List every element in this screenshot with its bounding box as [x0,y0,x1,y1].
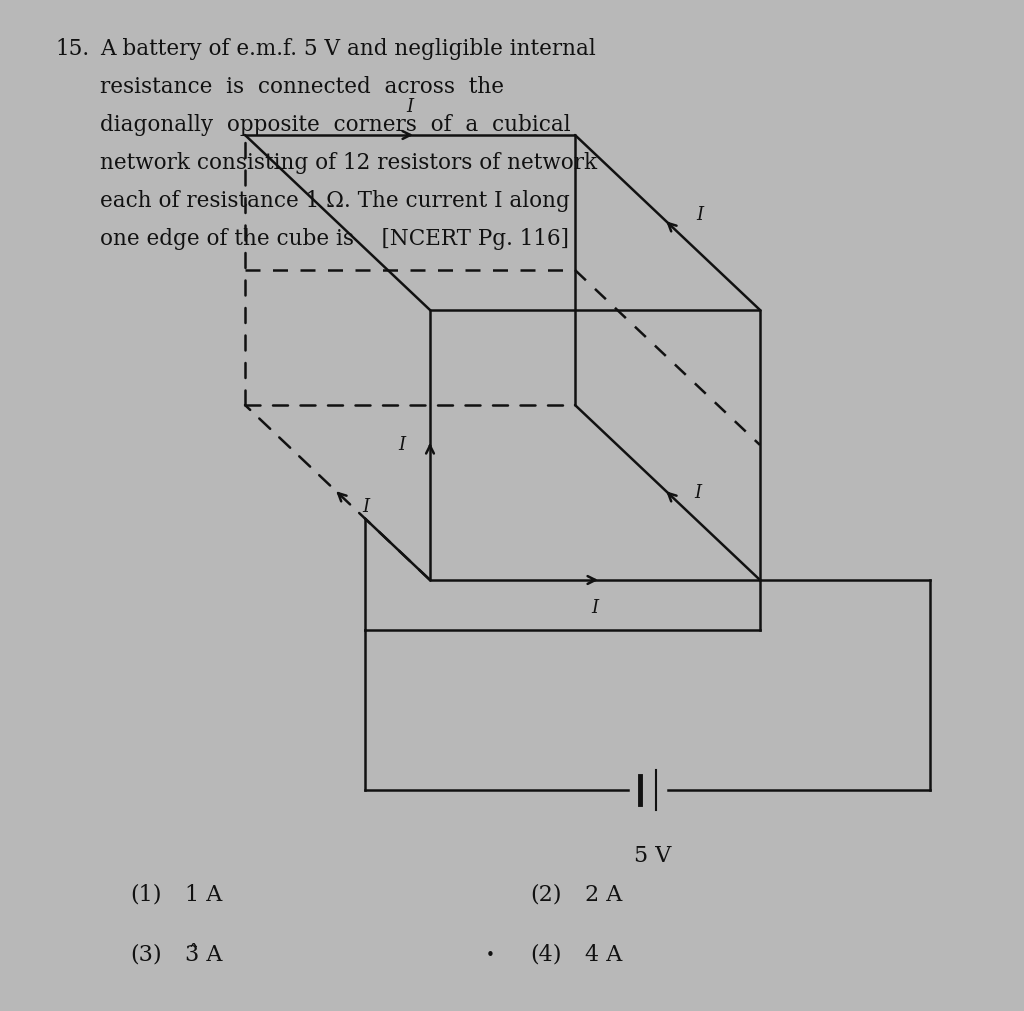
Text: 3̂ A: 3̂ A [185,944,222,966]
Text: network consisting of 12 resistors of network: network consisting of 12 resistors of ne… [100,152,597,174]
Text: 4 A: 4 A [585,944,623,966]
Text: 2 A: 2 A [585,884,623,906]
Text: I: I [361,498,369,517]
Text: I: I [696,205,703,223]
Text: 15.: 15. [55,38,89,60]
Text: I: I [407,98,414,116]
Text: I: I [592,599,599,617]
Text: (1): (1) [130,884,162,906]
Text: 5 V: 5 V [634,845,672,867]
Text: A battery of e.m.f. 5 V and negligible internal: A battery of e.m.f. 5 V and negligible i… [100,38,596,60]
Text: one edge of the cube is    [NCERT Pg. 116]: one edge of the cube is [NCERT Pg. 116] [100,228,569,250]
Text: diagonally  opposite  corners  of  a  cubical: diagonally opposite corners of a cubical [100,114,570,136]
Text: •: • [485,947,495,962]
Text: 1 A: 1 A [185,884,222,906]
Text: I: I [694,483,701,501]
Text: resistance  is  connected  across  the: resistance is connected across the [100,76,504,98]
Text: each of resistance 1 Ω. The current I along: each of resistance 1 Ω. The current I al… [100,190,570,212]
Text: (3): (3) [130,944,162,966]
Text: (4): (4) [530,944,561,966]
Text: (2): (2) [530,884,561,906]
Text: I: I [398,436,406,454]
